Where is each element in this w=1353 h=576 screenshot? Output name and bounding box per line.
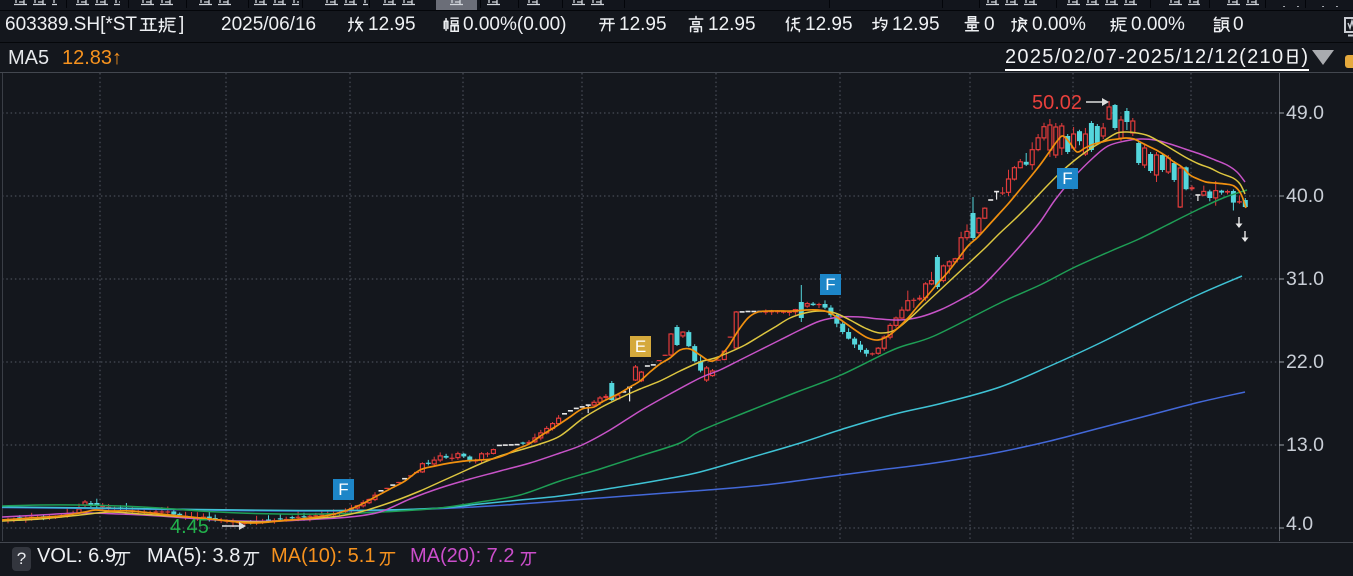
svg-text:F: F [338,480,348,499]
svg-text:4.0: 4.0 [1286,513,1313,535]
svg-text:22.0: 22.0 [1286,351,1324,373]
svg-text:13.0: 13.0 [1286,434,1324,456]
svg-text:E: E [635,337,646,356]
svg-text:F: F [1062,169,1072,188]
svg-text:31.0: 31.0 [1286,268,1324,290]
svg-text:F: F [825,275,835,294]
svg-text:49.0: 49.0 [1286,102,1324,124]
svg-text:4.45: 4.45 [170,516,209,538]
svg-text:50.02: 50.02 [1032,92,1082,114]
svg-text:40.0: 40.0 [1286,185,1324,207]
